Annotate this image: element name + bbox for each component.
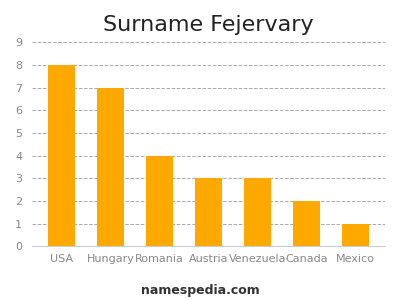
Text: namespedia.com: namespedia.com xyxy=(141,284,259,297)
Bar xyxy=(195,178,222,246)
Title: Surname Fejervary: Surname Fejervary xyxy=(103,15,314,35)
Bar xyxy=(293,201,320,246)
Bar xyxy=(48,65,75,246)
Bar xyxy=(244,178,271,246)
Bar xyxy=(97,88,124,246)
Bar xyxy=(146,156,173,246)
Bar xyxy=(342,224,369,246)
